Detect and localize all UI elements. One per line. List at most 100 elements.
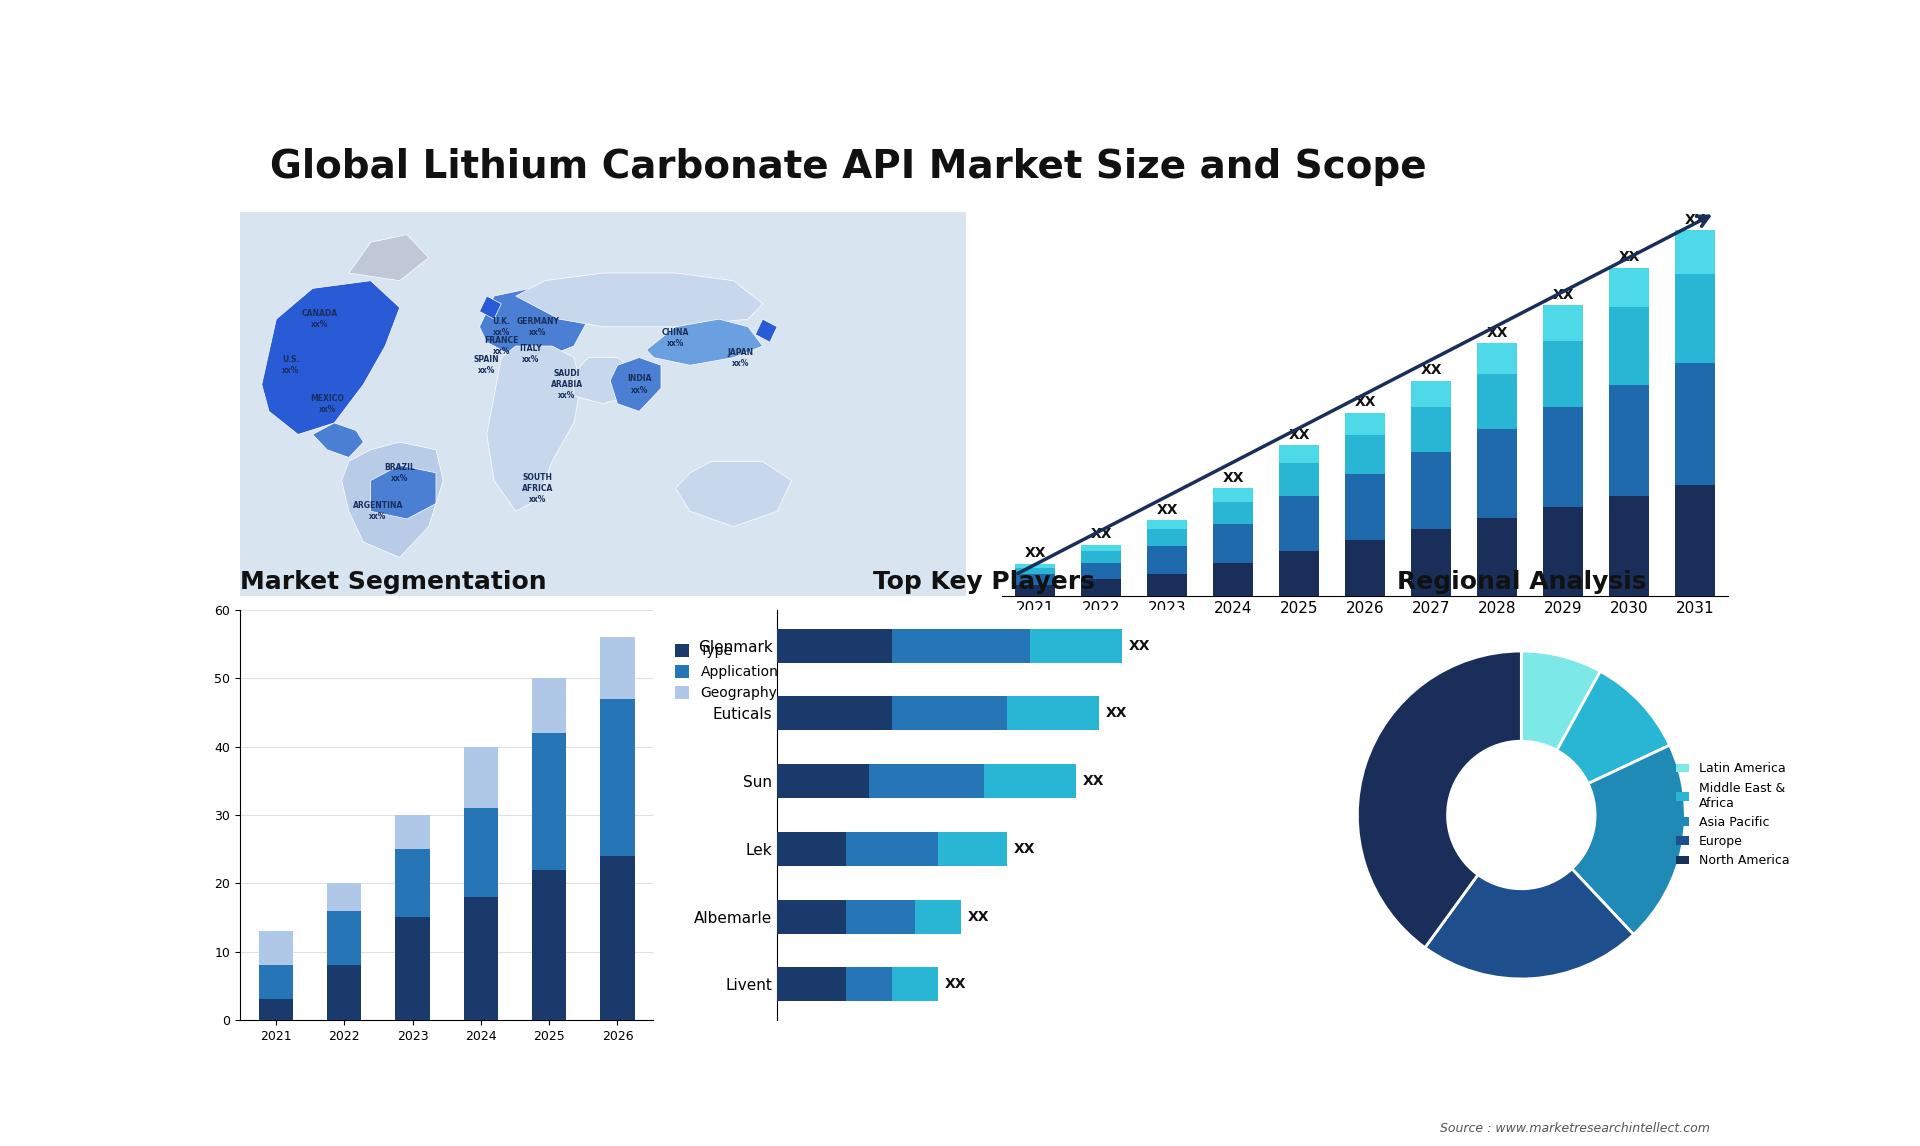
Text: ITALY
xx%: ITALY xx% — [518, 344, 541, 363]
Bar — [259, 965, 294, 999]
Polygon shape — [480, 296, 501, 319]
Bar — [1081, 563, 1121, 579]
Bar — [1609, 496, 1649, 596]
Bar — [1006, 697, 1098, 730]
Bar — [396, 849, 430, 918]
Bar — [1476, 430, 1517, 518]
Polygon shape — [755, 319, 778, 343]
Polygon shape — [676, 462, 791, 527]
Wedge shape — [1521, 651, 1601, 751]
Text: XX: XX — [1014, 842, 1035, 856]
Bar — [326, 965, 361, 1020]
Bar — [1213, 524, 1254, 563]
Polygon shape — [313, 423, 363, 457]
Bar — [1081, 551, 1121, 563]
Wedge shape — [1357, 651, 1521, 948]
Text: Source : www.marketresearchintellect.com: Source : www.marketresearchintellect.com — [1440, 1122, 1711, 1135]
Bar — [532, 678, 566, 733]
Bar — [893, 629, 1029, 662]
Bar — [601, 637, 634, 699]
Bar — [1676, 363, 1715, 485]
Bar — [326, 884, 361, 911]
Bar — [939, 832, 1006, 866]
Text: XX: XX — [1619, 250, 1640, 265]
Text: Market Segmentation: Market Segmentation — [240, 571, 547, 595]
Bar — [1213, 488, 1254, 502]
Bar — [778, 629, 893, 662]
Text: MEXICO
xx%: MEXICO xx% — [311, 393, 344, 414]
Text: MARKET
RESEARCH
INTELLECT: MARKET RESEARCH INTELLECT — [1692, 47, 1764, 91]
Text: XX: XX — [1288, 427, 1309, 441]
Bar — [1411, 529, 1452, 596]
Text: XX: XX — [1025, 547, 1046, 560]
Bar — [1016, 574, 1054, 584]
Text: XX: XX — [968, 910, 989, 924]
Bar — [1676, 230, 1715, 274]
Text: JAPAN
xx%: JAPAN xx% — [728, 347, 755, 368]
Bar — [1411, 452, 1452, 529]
Bar — [916, 900, 962, 934]
Bar — [778, 764, 870, 798]
Bar — [893, 967, 939, 1002]
Text: XX: XX — [1083, 774, 1104, 788]
Bar — [847, 900, 916, 934]
Polygon shape — [342, 442, 444, 557]
Bar — [1029, 629, 1121, 662]
Polygon shape — [516, 273, 762, 327]
Bar — [1081, 544, 1121, 551]
Wedge shape — [1425, 869, 1634, 979]
Bar — [1609, 307, 1649, 385]
Bar — [465, 897, 497, 1020]
Text: XX: XX — [1551, 288, 1574, 301]
Text: ARGENTINA
xx%: ARGENTINA xx% — [353, 501, 403, 521]
Bar — [601, 856, 634, 1020]
Bar — [1411, 407, 1452, 452]
Bar — [396, 815, 430, 849]
Bar — [601, 699, 634, 856]
Bar — [1544, 305, 1582, 340]
Text: XX: XX — [1223, 471, 1244, 485]
Polygon shape — [261, 281, 399, 434]
Text: XX: XX — [1354, 395, 1377, 409]
Bar — [1148, 545, 1187, 574]
Bar — [1676, 485, 1715, 596]
Title: Regional Analysis: Regional Analysis — [1396, 571, 1645, 595]
Text: CHINA
xx%: CHINA xx% — [662, 328, 689, 348]
Text: SOUTH
AFRICA
xx%: SOUTH AFRICA xx% — [522, 472, 553, 504]
Wedge shape — [1572, 745, 1686, 934]
Text: XX: XX — [945, 978, 966, 991]
Text: SAUDI
ARABIA
xx%: SAUDI ARABIA xx% — [551, 369, 582, 400]
Text: XX: XX — [1156, 503, 1177, 517]
Bar — [1279, 551, 1319, 596]
Text: U.K.
xx%: U.K. xx% — [492, 316, 511, 337]
Bar — [1279, 445, 1319, 463]
Bar — [847, 967, 893, 1002]
Bar — [396, 918, 430, 1020]
Bar — [847, 832, 939, 866]
Bar — [1544, 507, 1582, 596]
Text: XX: XX — [1684, 212, 1705, 227]
Bar — [465, 808, 497, 897]
Text: GERMANY
xx%: GERMANY xx% — [516, 316, 559, 337]
Wedge shape — [1557, 672, 1670, 784]
Text: INDIA
xx%: INDIA xx% — [628, 375, 651, 394]
Bar — [1346, 541, 1384, 596]
Legend: Type, Application, Geography: Type, Application, Geography — [668, 637, 785, 707]
Bar — [326, 911, 361, 965]
Bar — [1476, 518, 1517, 596]
Polygon shape — [488, 346, 582, 511]
Bar — [1016, 568, 1054, 574]
Text: Global Lithium Carbonate API Market Size and Scope: Global Lithium Carbonate API Market Size… — [269, 149, 1427, 187]
Bar — [259, 999, 294, 1020]
Polygon shape — [611, 358, 660, 411]
Text: BRAZIL
xx%: BRAZIL xx% — [384, 463, 415, 482]
Bar — [465, 747, 497, 808]
Bar — [778, 967, 847, 1002]
Polygon shape — [480, 289, 588, 358]
Bar — [1148, 520, 1187, 529]
Bar — [983, 764, 1075, 798]
Text: XX: XX — [1129, 638, 1150, 652]
Bar — [1213, 502, 1254, 524]
Bar — [1148, 529, 1187, 545]
Bar — [1081, 579, 1121, 596]
